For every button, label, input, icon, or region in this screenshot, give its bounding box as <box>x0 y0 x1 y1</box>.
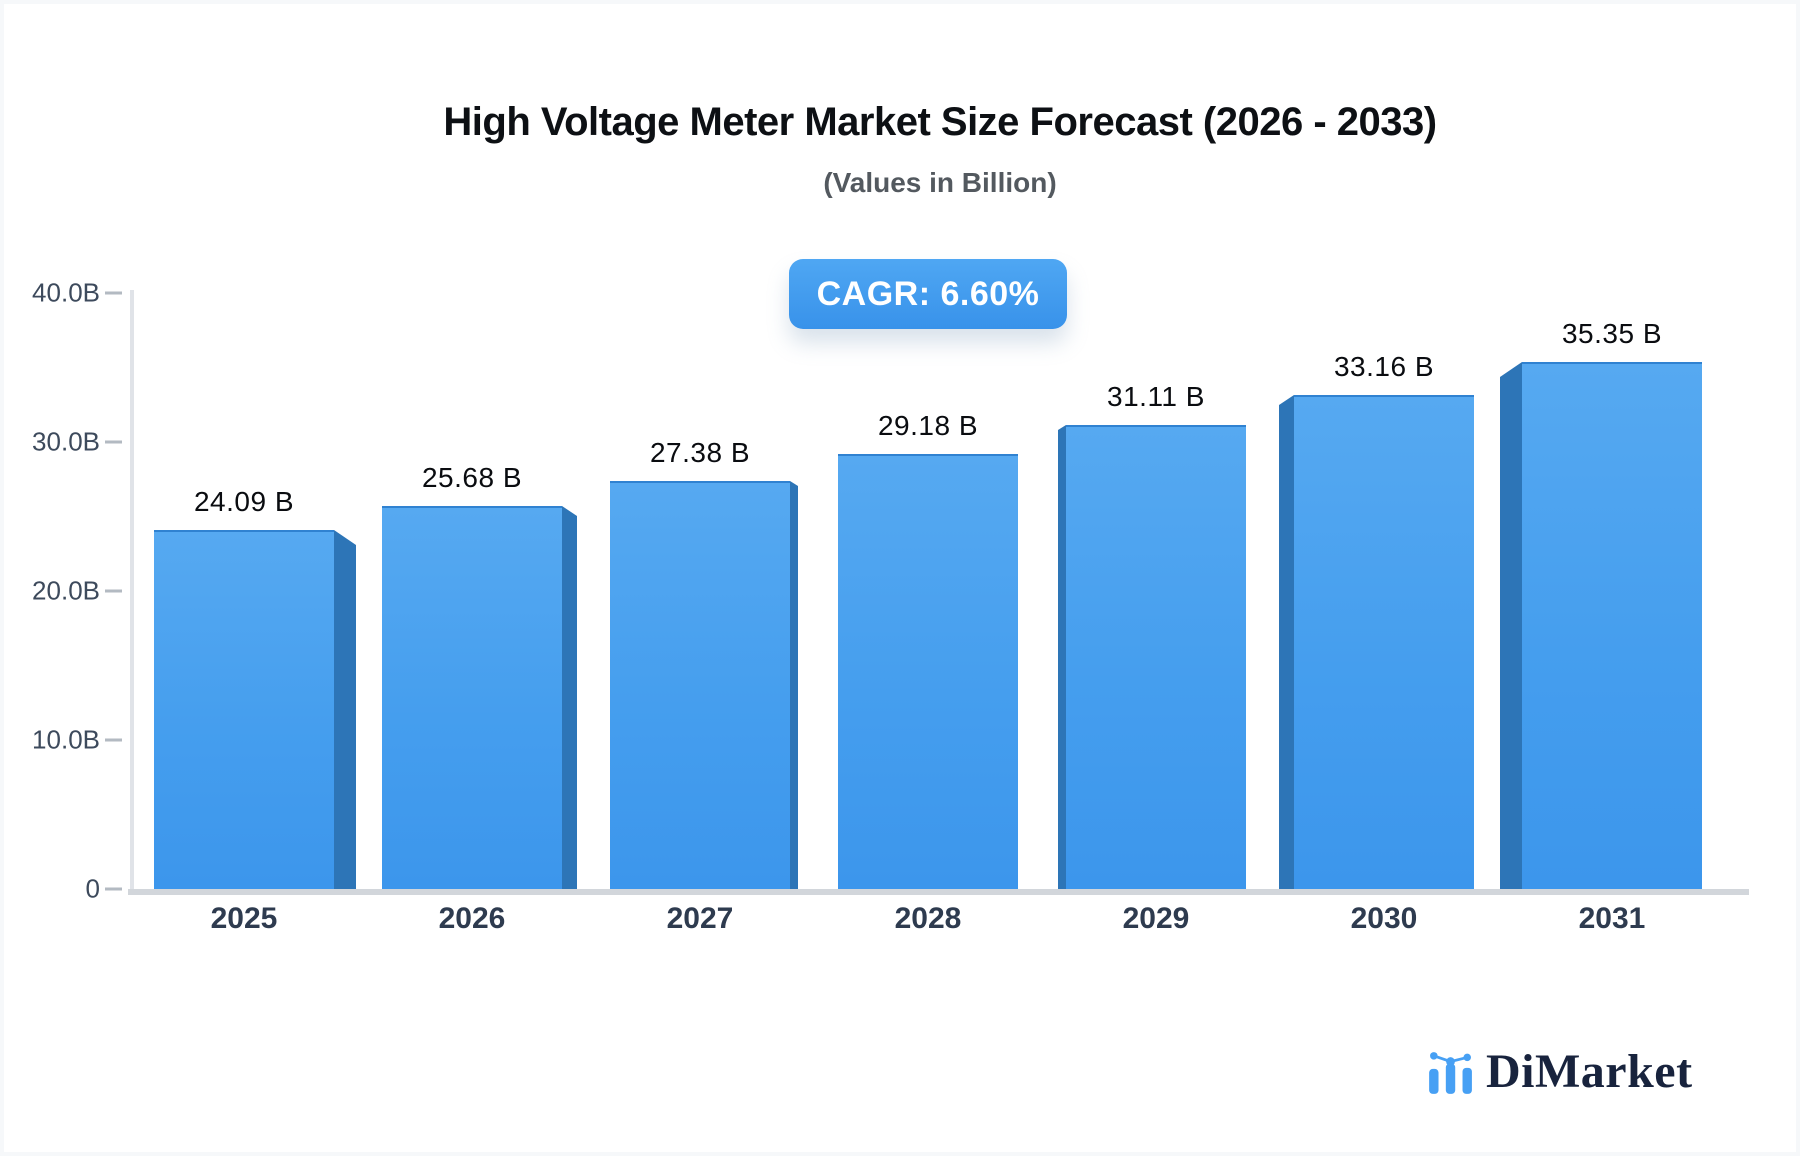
bar-value-label: 29.18 B <box>877 410 979 441</box>
x-axis-tick-label: 2028 <box>894 902 962 935</box>
y-axis-tick-mark <box>105 291 122 295</box>
y-axis-tick-mark <box>105 440 122 444</box>
x-axis-tick-label: 2026 <box>438 902 506 935</box>
chart-subtitle: (Values in Billion) <box>823 167 1057 198</box>
x-axis-tick-label: 2029 <box>1122 902 1190 935</box>
bar-2031 <box>1522 362 1702 889</box>
y-axis-tick-mark <box>105 738 122 742</box>
y-axis-tick-label: 30.0B <box>32 426 100 457</box>
bar-2029 <box>1066 425 1246 889</box>
y-axis-line <box>130 290 134 889</box>
bar-3d-side <box>1058 425 1066 889</box>
bar-value-label: 25.68 B <box>421 462 523 493</box>
y-axis-tick-label: 20.0B <box>32 575 100 606</box>
x-axis-tick-label: 2027 <box>666 902 734 935</box>
bar-2028 <box>838 454 1018 889</box>
bar-value-label: 31.11 B <box>1107 381 1205 412</box>
bar-3d-side <box>334 530 356 889</box>
bar-2026 <box>382 506 562 889</box>
bar-value-label: 24.09 B <box>193 486 295 517</box>
x-axis-baseline <box>128 889 1749 895</box>
bar-value-label: 33.16 B <box>1333 351 1435 382</box>
cagr-badge-label: CAGR: 6.60% <box>816 274 1040 313</box>
mini-bar-line-chart-icon <box>1429 1051 1472 1094</box>
chart-header: High Voltage Meter Market Size Forecast … <box>134 100 1746 199</box>
bar-3d-side <box>1500 362 1522 889</box>
x-axis-tick-label: 2031 <box>1578 902 1646 935</box>
bar-2027 <box>610 481 790 889</box>
bar-2030 <box>1294 395 1474 889</box>
chart-title: High Voltage Meter Market Size Forecast … <box>443 100 1437 144</box>
bar-3d-side <box>1279 395 1294 889</box>
bar-value-label: 27.38 B <box>649 437 751 468</box>
logo-text: DiMarket <box>1486 1045 1693 1098</box>
y-axis-tick-mark <box>105 589 122 593</box>
bar-3d-side <box>562 506 577 889</box>
bar-value-label: 35.35 B <box>1561 318 1663 349</box>
x-axis-tick-label: 2025 <box>210 902 278 935</box>
x-axis-tick-label: 2030 <box>1350 902 1418 935</box>
y-axis-tick-label: 0 <box>85 873 100 904</box>
bar-3d-side <box>790 481 798 889</box>
y-axis-tick-label: 10.0B <box>32 724 100 755</box>
chart-card: High Voltage Meter Market Size Forecast … <box>4 4 1796 1152</box>
cagr-badge: CAGR: 6.60% <box>789 259 1067 329</box>
y-axis-tick-mark <box>105 887 122 891</box>
y-axis-tick-label: 40.0B <box>32 277 100 308</box>
dimarket-logo: DiMarket <box>1426 1044 1693 1099</box>
bar-2025 <box>154 530 334 889</box>
